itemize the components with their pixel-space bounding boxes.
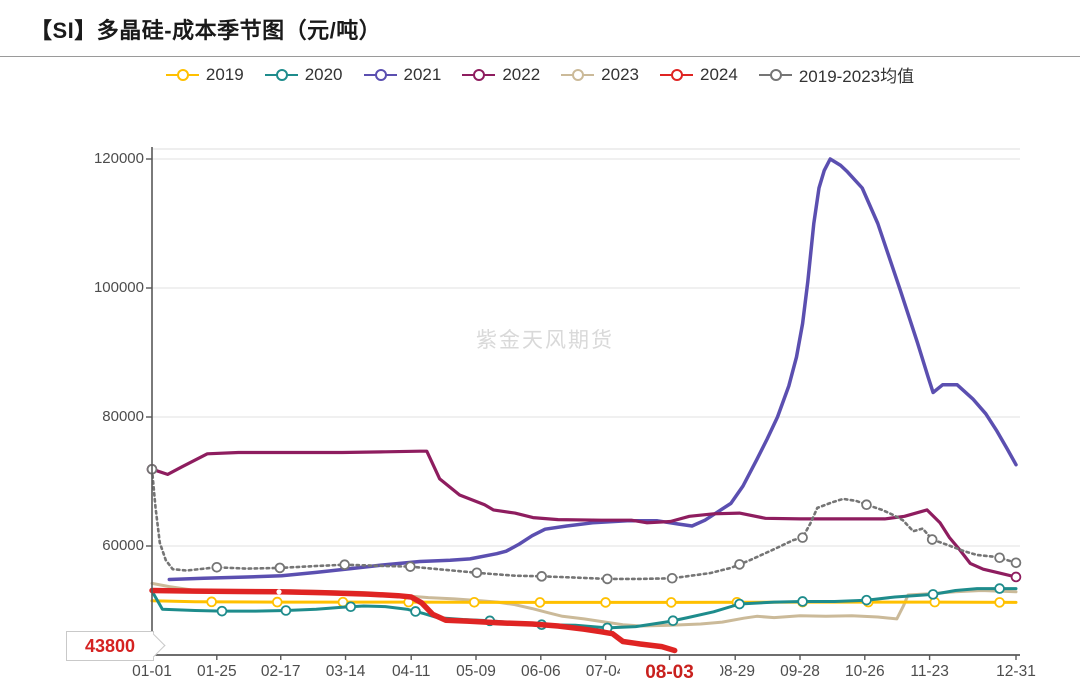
- series-marker-2020: [861, 594, 872, 606]
- series-marker-2019-2023均值: [536, 571, 547, 582]
- series-line-2021: [167, 157, 1018, 582]
- series-marker-2020: [216, 605, 228, 617]
- series-marker-2019: [600, 597, 611, 608]
- series-marker-2019: [271, 596, 283, 608]
- legend-label: 2019-2023均值: [798, 67, 915, 86]
- x-tick-label: 08-29: [715, 663, 756, 680]
- legend-marker-icon: [264, 68, 298, 81]
- legend-label: 2022: [502, 64, 541, 84]
- title-divider: [0, 56, 1080, 57]
- series-marker-2019-2023均值: [405, 561, 416, 572]
- series-marker-2019-2023均值: [1010, 557, 1022, 569]
- series-marker-2020: [927, 589, 939, 600]
- legend-marker-icon: [561, 68, 595, 81]
- x-tick-label: 12-31: [996, 663, 1036, 680]
- series-marker-2019: [206, 596, 217, 608]
- legend-label: 2020: [304, 64, 343, 84]
- legend-item-2019[interactable]: 2019: [165, 64, 244, 85]
- legend-item-2020[interactable]: 2020: [264, 64, 343, 85]
- series-line-2024: [149, 587, 678, 654]
- series-marker-2019: [534, 597, 546, 608]
- legend-marker-icon: [363, 68, 397, 81]
- legend-item-2019-2023均值[interactable]: 2019-2023均值: [758, 62, 915, 87]
- watermark-text: 紫金天风期货: [476, 329, 614, 352]
- series-marker-2019: [468, 596, 480, 608]
- last-value-text: 43800: [84, 636, 136, 656]
- x-tick-label: 03-14: [325, 663, 366, 680]
- page-title: 【SI】多晶硅-成本季节图（元/吨）: [30, 18, 382, 43]
- x-tick-label: 07-04: [585, 663, 626, 680]
- series-marker-2020: [994, 583, 1005, 594]
- series-marker-2022: [1010, 571, 1022, 583]
- legend-marker-icon: [758, 68, 792, 81]
- legend-circle: [176, 68, 189, 81]
- x-axis-current-date-label: 08-03: [619, 661, 720, 685]
- series-marker-2020: [667, 615, 679, 627]
- series-marker-2020: [410, 606, 421, 617]
- series-marker-2019-2023均值: [797, 532, 808, 543]
- chart-legend: 2019 2020 2021 2022 2023 2024 2019-2023均值: [0, 62, 1080, 87]
- legend-label: 2024: [700, 64, 738, 84]
- x-tick-label: 01-01: [132, 663, 172, 680]
- legend-label: 2021: [403, 64, 442, 84]
- series-marker-2019: [665, 597, 677, 608]
- legend-circle: [275, 68, 288, 81]
- legend-marker-icon: [165, 68, 199, 81]
- legend-circle: [473, 68, 486, 81]
- y-tick-label: 120000: [93, 150, 144, 167]
- x-tick-label: 06-06: [520, 663, 561, 680]
- legend-marker-icon: [660, 68, 693, 81]
- series-marker-2019-2023均值: [926, 534, 938, 545]
- series-marker-2019-2023均值: [471, 567, 483, 579]
- series-line-2022: [150, 449, 1018, 579]
- y-tick-label: 80000: [102, 408, 144, 425]
- x-tick-label: 10-26: [844, 663, 885, 680]
- legend-circle: [671, 68, 683, 81]
- series-marker-2019-2023均值: [666, 572, 678, 584]
- series-marker-2020: [280, 605, 292, 616]
- x-tick-label: 09-28: [780, 663, 820, 680]
- legend-label: 2019: [205, 64, 244, 84]
- series-marker-2019-2023均值: [861, 499, 872, 511]
- legend-label: 2023: [601, 64, 639, 84]
- x-tick-label: 02-17: [260, 663, 301, 680]
- series-marker-2019-2023均值: [339, 559, 350, 571]
- y-tick-label: 60000: [102, 537, 144, 554]
- series-marker-2019-2023均值: [211, 561, 223, 573]
- legend-circle: [572, 68, 585, 81]
- legend-item-2023[interactable]: 2023: [561, 65, 639, 85]
- legend-item-2024[interactable]: 2024: [660, 65, 738, 85]
- series-marker-2019: [994, 597, 1005, 608]
- x-tick-label: 01-25: [196, 663, 237, 680]
- series-marker-2019-2023均值: [994, 552, 1005, 564]
- x-tick-label: 05-09: [456, 663, 496, 680]
- series-marker-2024: [276, 589, 282, 595]
- legend-circle: [374, 68, 387, 81]
- y-tick-label: 100000: [93, 279, 144, 296]
- legend-circle: [769, 68, 782, 81]
- series-marker-2020: [734, 598, 745, 610]
- last-value-badge: 43800: [66, 631, 166, 661]
- series-line-2019-2023均值: [150, 467, 1018, 581]
- x-tick-label: 11-23: [910, 663, 949, 680]
- x-tick-label: 04-11: [391, 663, 431, 680]
- series-marker-2019-2023均值: [274, 562, 286, 574]
- legend-item-2021[interactable]: 2021: [363, 64, 442, 85]
- series-marker-2019-2023均值: [734, 559, 745, 570]
- legend-item-2022[interactable]: 2022: [462, 65, 540, 85]
- series-marker-2020: [797, 596, 808, 607]
- legend-marker-icon: [462, 68, 496, 81]
- series-marker-2019-2023均值: [602, 573, 613, 585]
- series-marker-2020: [345, 601, 357, 613]
